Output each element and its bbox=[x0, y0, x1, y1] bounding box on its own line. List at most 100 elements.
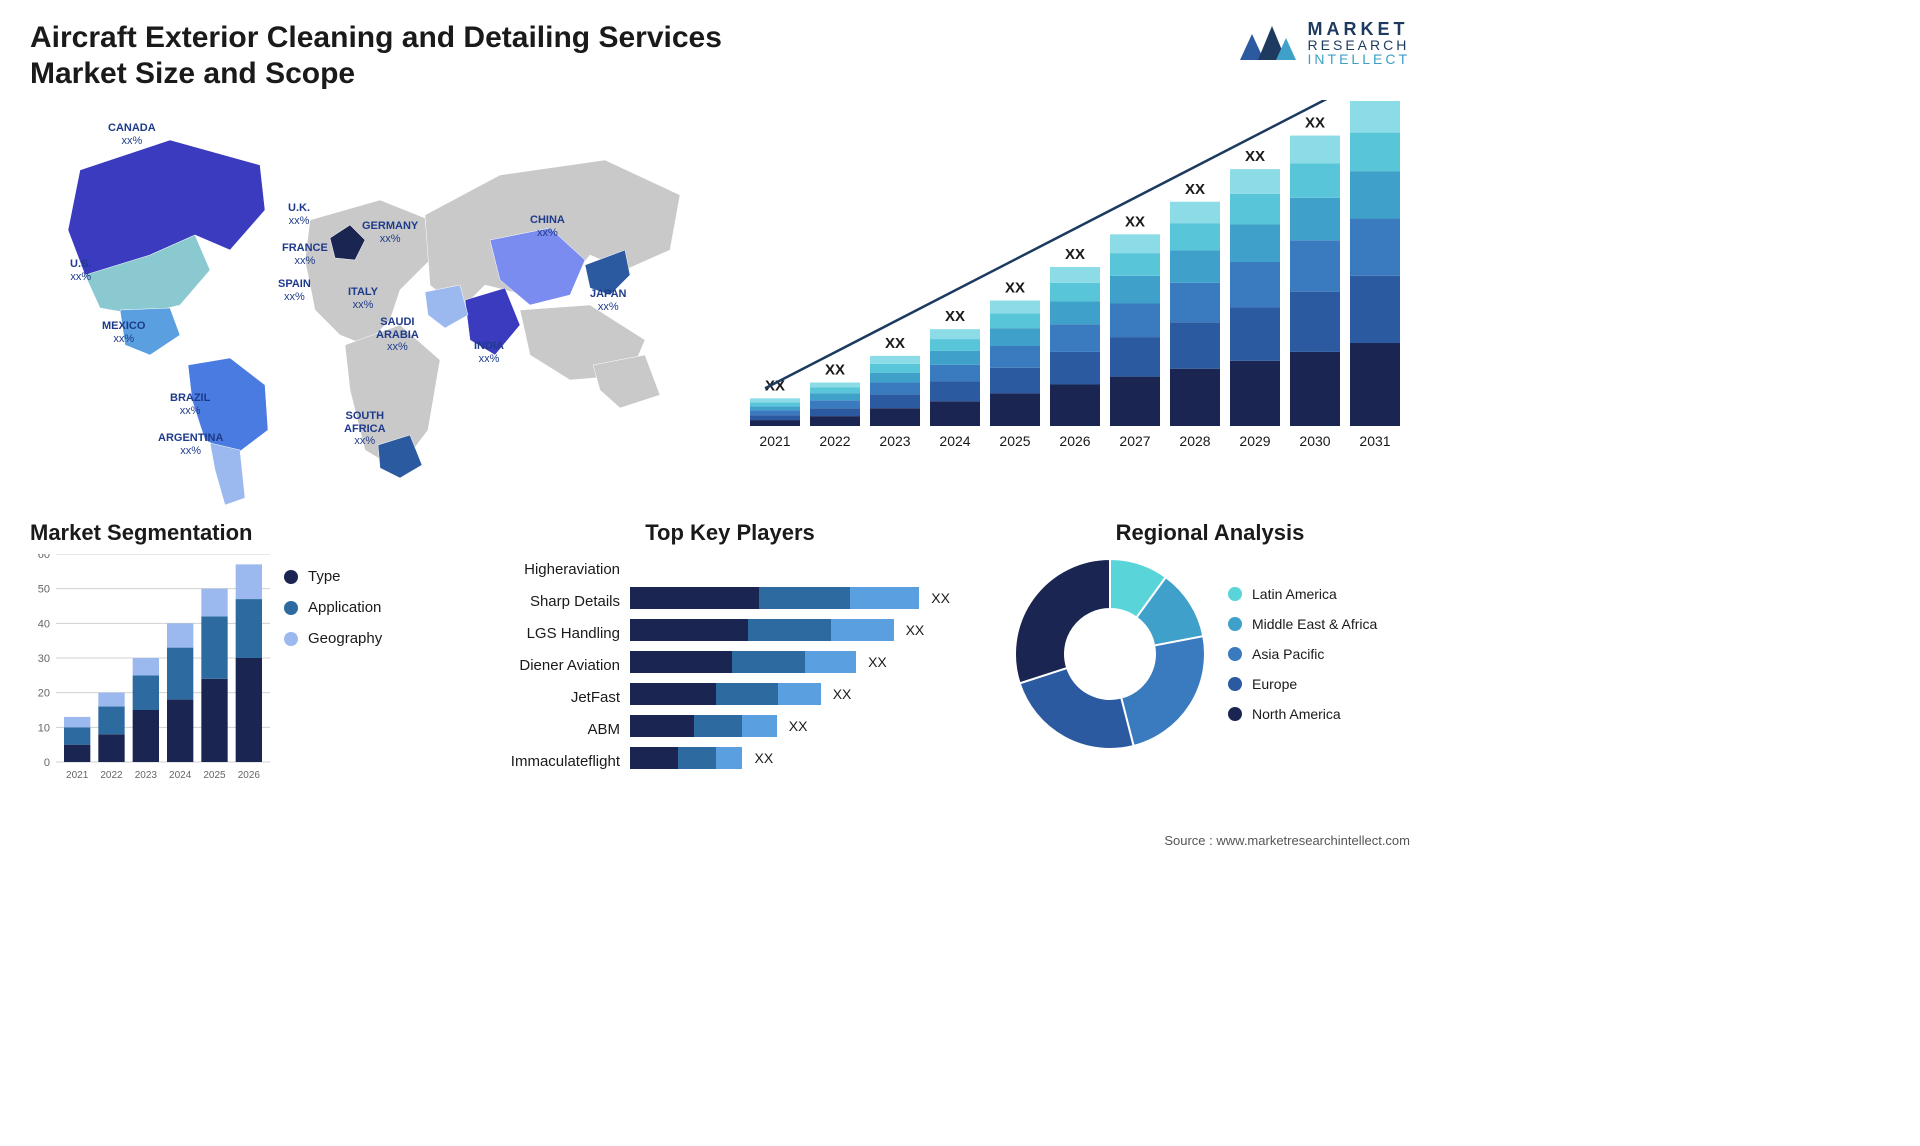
player-bar-row bbox=[630, 554, 990, 578]
legend-label: North America bbox=[1252, 706, 1341, 722]
svg-text:20: 20 bbox=[38, 688, 50, 700]
swatch-icon bbox=[1228, 647, 1242, 661]
svg-text:2023: 2023 bbox=[135, 770, 158, 781]
player-bar-row: XX bbox=[630, 650, 990, 674]
regional-legend: Latin America Middle East & Africa Asia Pa… bbox=[1228, 586, 1377, 722]
legend-label: Type bbox=[308, 568, 341, 585]
segmentation-title: Market Segmentation bbox=[30, 520, 450, 546]
player-value: XX bbox=[833, 686, 852, 702]
logo-text-1: MARKET bbox=[1308, 20, 1410, 38]
legend-label: Europe bbox=[1252, 676, 1297, 692]
segmentation-legend: Type Application Geography bbox=[284, 554, 382, 784]
map-label: CANADAxx% bbox=[108, 122, 156, 147]
swatch-icon bbox=[284, 570, 298, 584]
svg-text:2025: 2025 bbox=[203, 770, 226, 781]
regional-section: Regional Analysis Latin America Middle Ea… bbox=[1010, 520, 1410, 754]
swatch-icon bbox=[1228, 677, 1242, 691]
legend-label: Application bbox=[308, 599, 381, 616]
svg-text:XX: XX bbox=[885, 335, 905, 352]
player-value: XX bbox=[906, 622, 925, 638]
svg-text:60: 60 bbox=[38, 554, 50, 561]
svg-text:XX: XX bbox=[1185, 181, 1205, 198]
map-label: SAUDIARABIAxx% bbox=[376, 316, 419, 354]
map-label: U.S.xx% bbox=[70, 258, 91, 283]
svg-text:2022: 2022 bbox=[100, 770, 123, 781]
segmentation-section: Market Segmentation 01020304050602021202… bbox=[30, 520, 450, 784]
svg-text:2030: 2030 bbox=[1299, 433, 1330, 449]
map-label: ARGENTINAxx% bbox=[158, 432, 223, 457]
player-value: XX bbox=[789, 718, 808, 734]
players-section: Top Key Players HigheraviationSharp Deta… bbox=[470, 520, 990, 778]
swatch-icon bbox=[284, 601, 298, 615]
svg-text:2023: 2023 bbox=[879, 433, 910, 449]
legend-item: Application bbox=[284, 599, 382, 616]
swatch-icon bbox=[284, 632, 298, 646]
player-name: JetFast bbox=[470, 686, 620, 710]
regional-title: Regional Analysis bbox=[1010, 520, 1410, 546]
svg-text:2027: 2027 bbox=[1119, 433, 1150, 449]
map-label: ITALYxx% bbox=[348, 286, 378, 311]
player-name: LGS Handling bbox=[470, 622, 620, 646]
world-map: CANADAxx% U.S.xx% MEXICOxx% BRAZILxx% ARGENT… bbox=[30, 110, 710, 500]
brand-logo: MARKET RESEARCH INTELLECT bbox=[1238, 20, 1410, 66]
map-label: FRANCExx% bbox=[282, 242, 328, 267]
legend-item: Asia Pacific bbox=[1228, 646, 1377, 662]
player-value: XX bbox=[755, 750, 774, 766]
svg-text:2021: 2021 bbox=[66, 770, 89, 781]
legend-item: Europe bbox=[1228, 676, 1377, 692]
legend-label: Latin America bbox=[1252, 586, 1337, 602]
player-name: Diener Aviation bbox=[470, 654, 620, 678]
players-title: Top Key Players bbox=[470, 520, 990, 546]
svg-text:2024: 2024 bbox=[169, 770, 192, 781]
svg-text:2022: 2022 bbox=[819, 433, 850, 449]
legend-item: Middle East & Africa bbox=[1228, 616, 1377, 632]
player-bar-row: XX bbox=[630, 586, 990, 610]
legend-label: Middle East & Africa bbox=[1252, 616, 1377, 632]
svg-text:2026: 2026 bbox=[238, 770, 261, 781]
svg-text:2024: 2024 bbox=[939, 433, 970, 449]
svg-text:2025: 2025 bbox=[999, 433, 1030, 449]
players-labels: HigheraviationSharp DetailsLGS HandlingD… bbox=[470, 554, 620, 778]
svg-text:XX: XX bbox=[825, 362, 845, 379]
player-bar-row: XX bbox=[630, 746, 990, 770]
players-bars: XX XX XX XX XX XX bbox=[630, 554, 990, 778]
svg-text:40: 40 bbox=[38, 618, 50, 630]
map-label: BRAZILxx% bbox=[170, 392, 210, 417]
svg-text:2029: 2029 bbox=[1239, 433, 1270, 449]
map-label: MEXICOxx% bbox=[102, 320, 145, 345]
svg-text:XX: XX bbox=[1125, 213, 1145, 230]
legend-item: Type bbox=[284, 568, 382, 585]
svg-text:XX: XX bbox=[1305, 115, 1325, 132]
legend-item: Latin America bbox=[1228, 586, 1377, 602]
player-name: Sharp Details bbox=[470, 590, 620, 614]
svg-text:XX: XX bbox=[1245, 148, 1265, 165]
swatch-icon bbox=[1228, 587, 1242, 601]
map-label: U.K.xx% bbox=[288, 202, 310, 227]
market-size-chart: XX2021XX2022XX2023XX2024XX2025XX2026XX20… bbox=[740, 100, 1410, 470]
map-label: SPAINxx% bbox=[278, 278, 311, 303]
svg-text:50: 50 bbox=[38, 584, 50, 596]
player-value: XX bbox=[931, 590, 950, 606]
legend-item: North America bbox=[1228, 706, 1377, 722]
player-value: XX bbox=[868, 654, 887, 670]
swatch-icon bbox=[1228, 707, 1242, 721]
source-attribution: Source : www.marketresearchintellect.com bbox=[1164, 833, 1410, 848]
map-label: JAPANxx% bbox=[590, 288, 626, 313]
player-bar-row: XX bbox=[630, 714, 990, 738]
segmentation-chart: 0102030405060202120222023202420252026 bbox=[30, 554, 270, 784]
map-label: CHINAxx% bbox=[530, 214, 565, 239]
svg-text:2031: 2031 bbox=[1359, 433, 1390, 449]
legend-item: Geography bbox=[284, 630, 382, 647]
svg-text:10: 10 bbox=[38, 722, 50, 734]
player-bar-row: XX bbox=[630, 682, 990, 706]
player-bar-row: XX bbox=[630, 618, 990, 642]
map-label: SOUTHAFRICAxx% bbox=[344, 410, 386, 448]
svg-text:2021: 2021 bbox=[759, 433, 790, 449]
page-title: Aircraft Exterior Cleaning and Detailing… bbox=[30, 20, 770, 92]
swatch-icon bbox=[1228, 617, 1242, 631]
map-label: INDIAxx% bbox=[474, 340, 504, 365]
map-label: GERMANYxx% bbox=[362, 220, 418, 245]
legend-label: Asia Pacific bbox=[1252, 646, 1324, 662]
svg-text:0: 0 bbox=[44, 757, 50, 769]
main-chart-svg: XX2021XX2022XX2023XX2024XX2025XX2026XX20… bbox=[740, 100, 1410, 470]
